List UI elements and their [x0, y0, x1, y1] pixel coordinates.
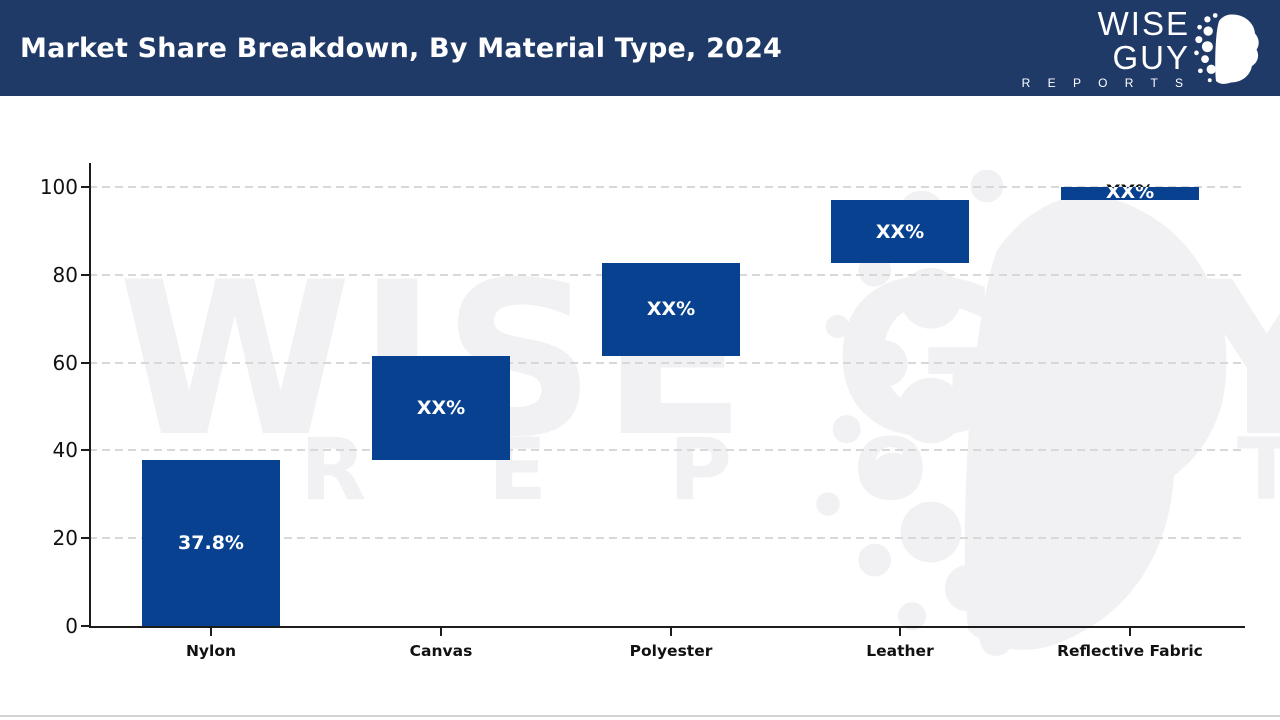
x-label-nylon: Nylon: [185, 642, 237, 660]
y-tick-mark-40: [81, 449, 89, 452]
x-axis-line: [89, 626, 1245, 628]
dotted-face-icon: [1194, 13, 1259, 84]
y-tick-label-60: 60: [52, 350, 78, 375]
x-tick-mark-polyester: [670, 628, 672, 636]
bar-reflective-fabric: XX%: [1061, 187, 1199, 201]
x-label-leather: Leather: [866, 642, 934, 660]
gridline-20: [89, 537, 1245, 540]
x-tick-mark-nylon: [210, 628, 212, 636]
x-label-reflective-fabric: Reflective Fabric: [1057, 642, 1203, 660]
y-tick-label-0: 0: [65, 614, 78, 638]
bar-leather: [831, 200, 969, 263]
y-tick-label-20: 20: [52, 526, 78, 551]
y-tick-mark-0: [81, 625, 89, 627]
y-tick-mark-20: [81, 537, 89, 540]
logo-wordmark: WISE GUY: [1097, 5, 1190, 76]
bar-label-leather: XX%: [875, 220, 925, 243]
bar-label-polyester: XX%: [646, 298, 696, 321]
y-tick-label-80: 80: [52, 262, 78, 287]
x-tick-mark-reflective-fabric: [1129, 628, 1131, 636]
header-bar: Market Share Breakdown, By Material Type…: [0, 0, 1280, 96]
y-tick-mark-60: [81, 361, 89, 364]
y-tick-mark-100: [81, 186, 89, 188]
x-tick-mark-leather: [899, 628, 901, 636]
y-tick-mark-80: [81, 273, 89, 276]
y-tick-label-40: 40: [52, 438, 78, 463]
bar-label-reflective-fabric: XX%: [1105, 187, 1155, 201]
bar-canvas: [372, 356, 510, 461]
x-label-canvas: Canvas: [409, 642, 473, 660]
bar-polyester: [602, 262, 740, 356]
x-label-polyester: Polyester: [629, 642, 713, 660]
gridline-40: [89, 449, 1245, 452]
bottom-divider: [0, 715, 1280, 717]
plot-area: 0 20 40 60 80 100 37.8% Nylon XX% Canvas XX% Polyes…: [0, 96, 1280, 720]
y-tick-label-100: 100: [39, 175, 78, 199]
gridline-100: [89, 186, 1245, 188]
bar-label-nylon: 37.8%: [178, 532, 244, 555]
bar-nylon: [142, 460, 280, 626]
bar-label-canvas: XX%: [416, 397, 466, 420]
gridline-60: [89, 361, 1245, 364]
y-axis-line: [89, 163, 91, 628]
x-tick-mark-canvas: [440, 628, 442, 636]
logo-subtitle: R E P O R T S: [1021, 76, 1190, 90]
logo-text: WISE GUY R E P O R T S: [1014, 7, 1190, 91]
watermark-face-icon: [816, 169, 1227, 656]
chart-title: Market Share Breakdown, By Material Type…: [20, 32, 783, 64]
wise-guy-reports-logo: WISE GUY R E P O R T S: [1014, 6, 1262, 92]
